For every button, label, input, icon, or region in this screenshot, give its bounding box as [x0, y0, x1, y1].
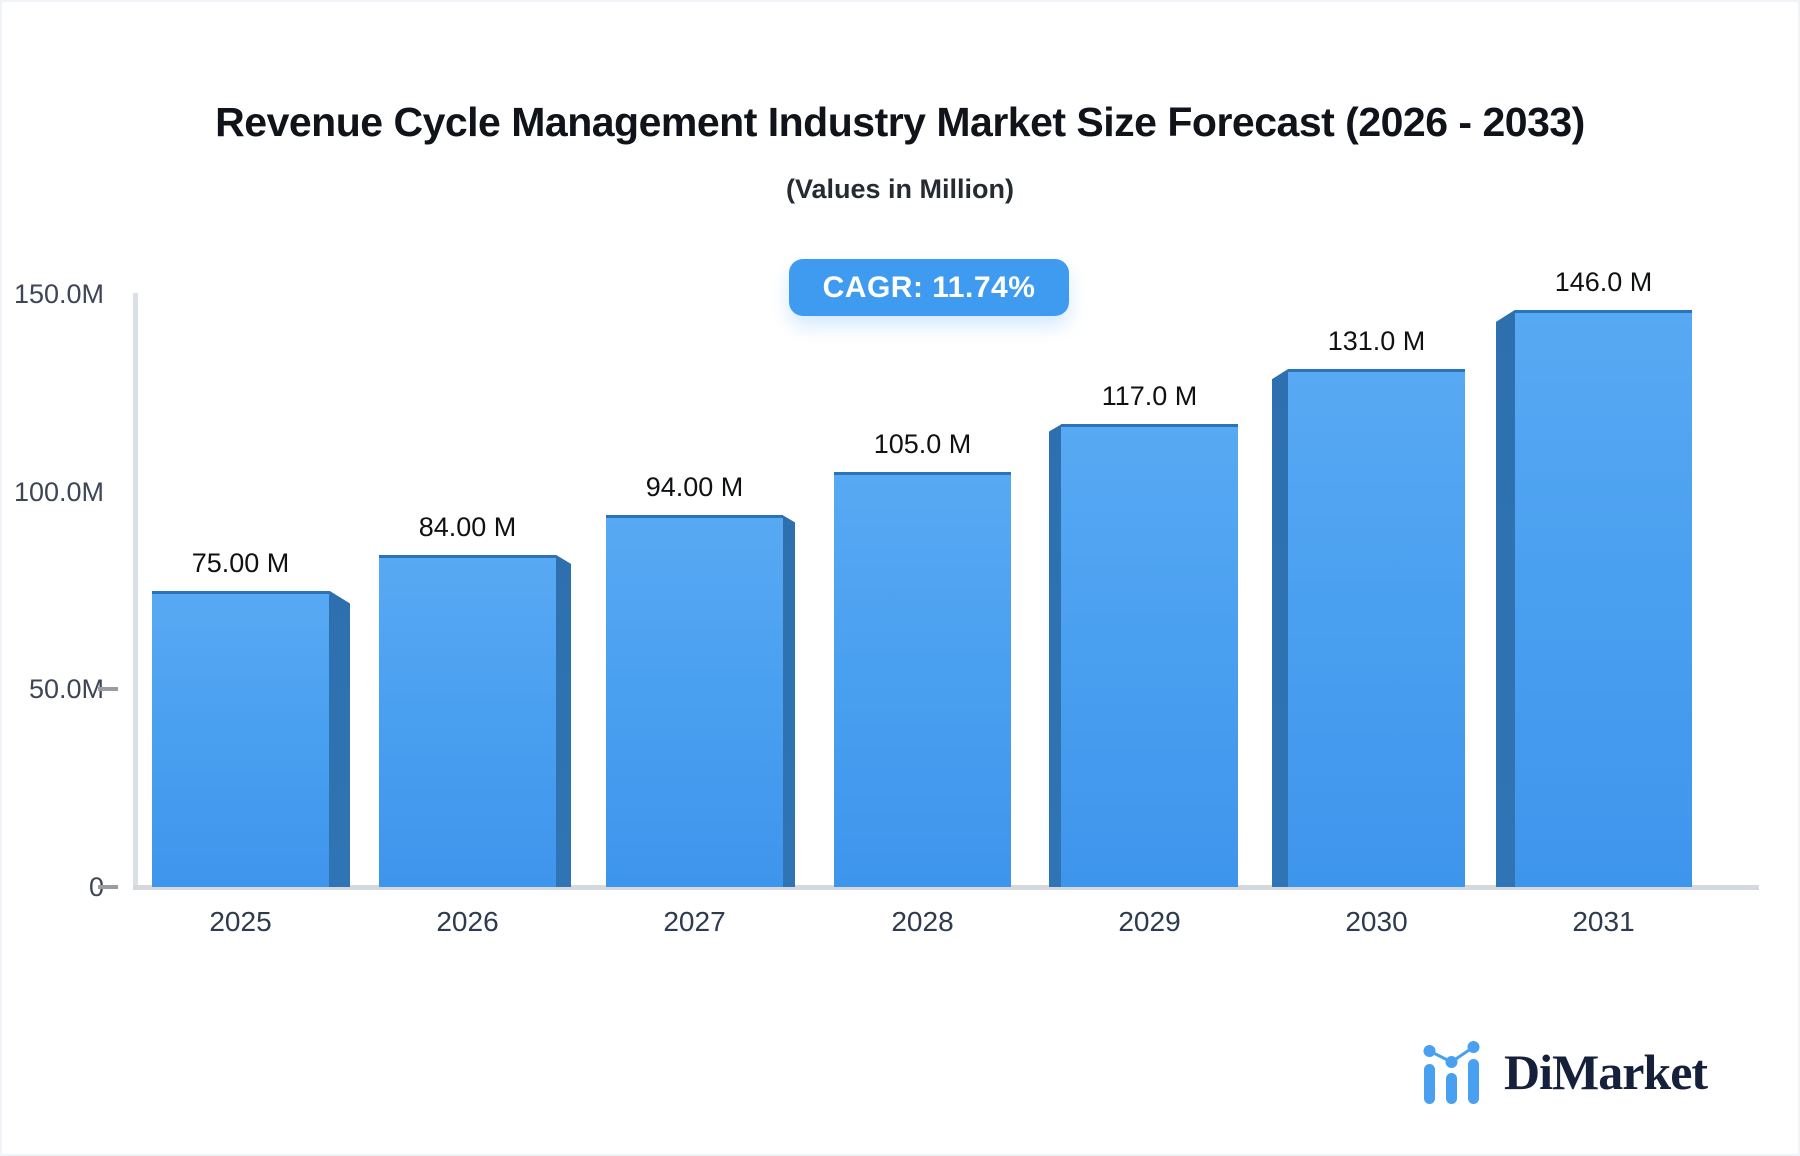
bar-side-panel-2029 [1049, 424, 1061, 887]
y-axis-tick-label: 0 [88, 872, 104, 902]
x-axis-category-label: 2027 [663, 906, 726, 937]
y-axis-tick-label: 150.0M [13, 279, 104, 309]
bar-side-panel-2027 [783, 515, 795, 887]
bar-2027[interactable] [606, 515, 783, 887]
y-axis-tick-mark [98, 885, 118, 889]
bar-2031[interactable] [1515, 309, 1692, 887]
page-title: Revenue Cycle Management Industry Market… [215, 99, 1585, 145]
bar-value-label: 75.00 M [191, 547, 290, 578]
y-axis-line [133, 293, 138, 889]
x-axis-baseline [133, 885, 1759, 890]
bar-value-label: 131.0 M [1327, 326, 1426, 357]
bar-value-label: 84.00 M [418, 511, 517, 542]
bar-2028[interactable] [834, 471, 1011, 887]
bar-side-panel-2031 [1496, 309, 1515, 887]
bar-side-panel-2025 [329, 590, 350, 887]
cagr-badge: CAGR: 11.74% [789, 259, 1069, 316]
dimarket-logo: DiMarket [1422, 1040, 1708, 1104]
bar-value-label: 94.00 M [645, 472, 744, 503]
x-axis-category-label: 2030 [1345, 906, 1408, 937]
bar-2030[interactable] [1288, 369, 1465, 887]
x-axis-category-label: 2026 [436, 906, 499, 937]
page-subtitle: (Values in Million) [785, 174, 1015, 204]
bar-chart-trend-icon [1423, 1041, 1480, 1104]
bar-side-panel-2026 [556, 554, 571, 887]
bar-2025[interactable] [152, 590, 329, 887]
bar-2029[interactable] [1061, 424, 1238, 887]
bar-value-label: 105.0 M [873, 428, 972, 459]
bar-value-label: 146.0 M [1554, 266, 1653, 297]
x-axis-category-label: 2031 [1572, 906, 1635, 937]
bar-value-label: 117.0 M [1101, 381, 1198, 412]
bar-side-panel-2030 [1272, 369, 1288, 887]
logo-wordmark: DiMarket [1504, 1044, 1708, 1100]
x-axis-category-label: 2025 [209, 906, 272, 937]
y-axis-tick-label: 50.0M [28, 674, 104, 705]
x-axis-category-label: 2028 [891, 906, 954, 937]
x-axis-category-label: 2029 [1118, 906, 1181, 937]
bar-2026[interactable] [379, 554, 556, 887]
cagr-badge-label: CAGR: 11.74% [822, 270, 1036, 304]
y-axis-tick-label: 100.0M [13, 476, 104, 507]
y-axis-tick-mark [98, 687, 118, 692]
